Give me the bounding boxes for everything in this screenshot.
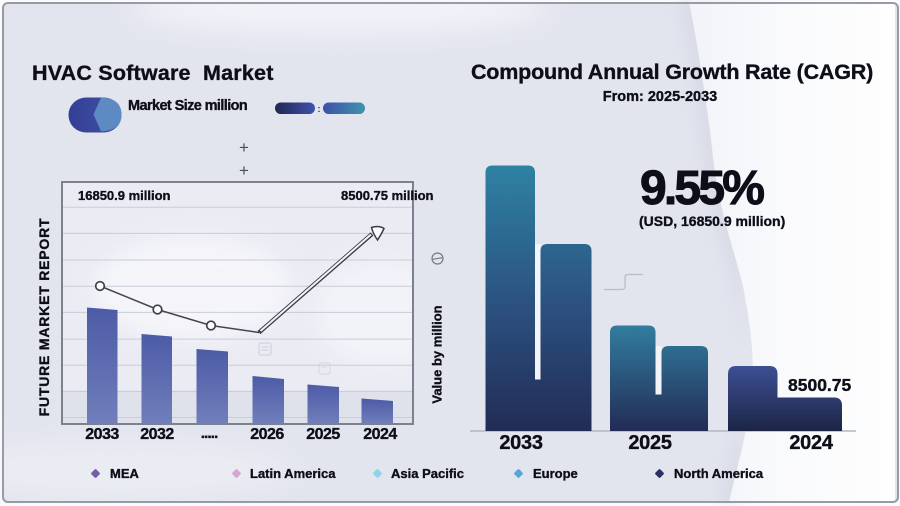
svg-text::: :	[318, 104, 321, 114]
